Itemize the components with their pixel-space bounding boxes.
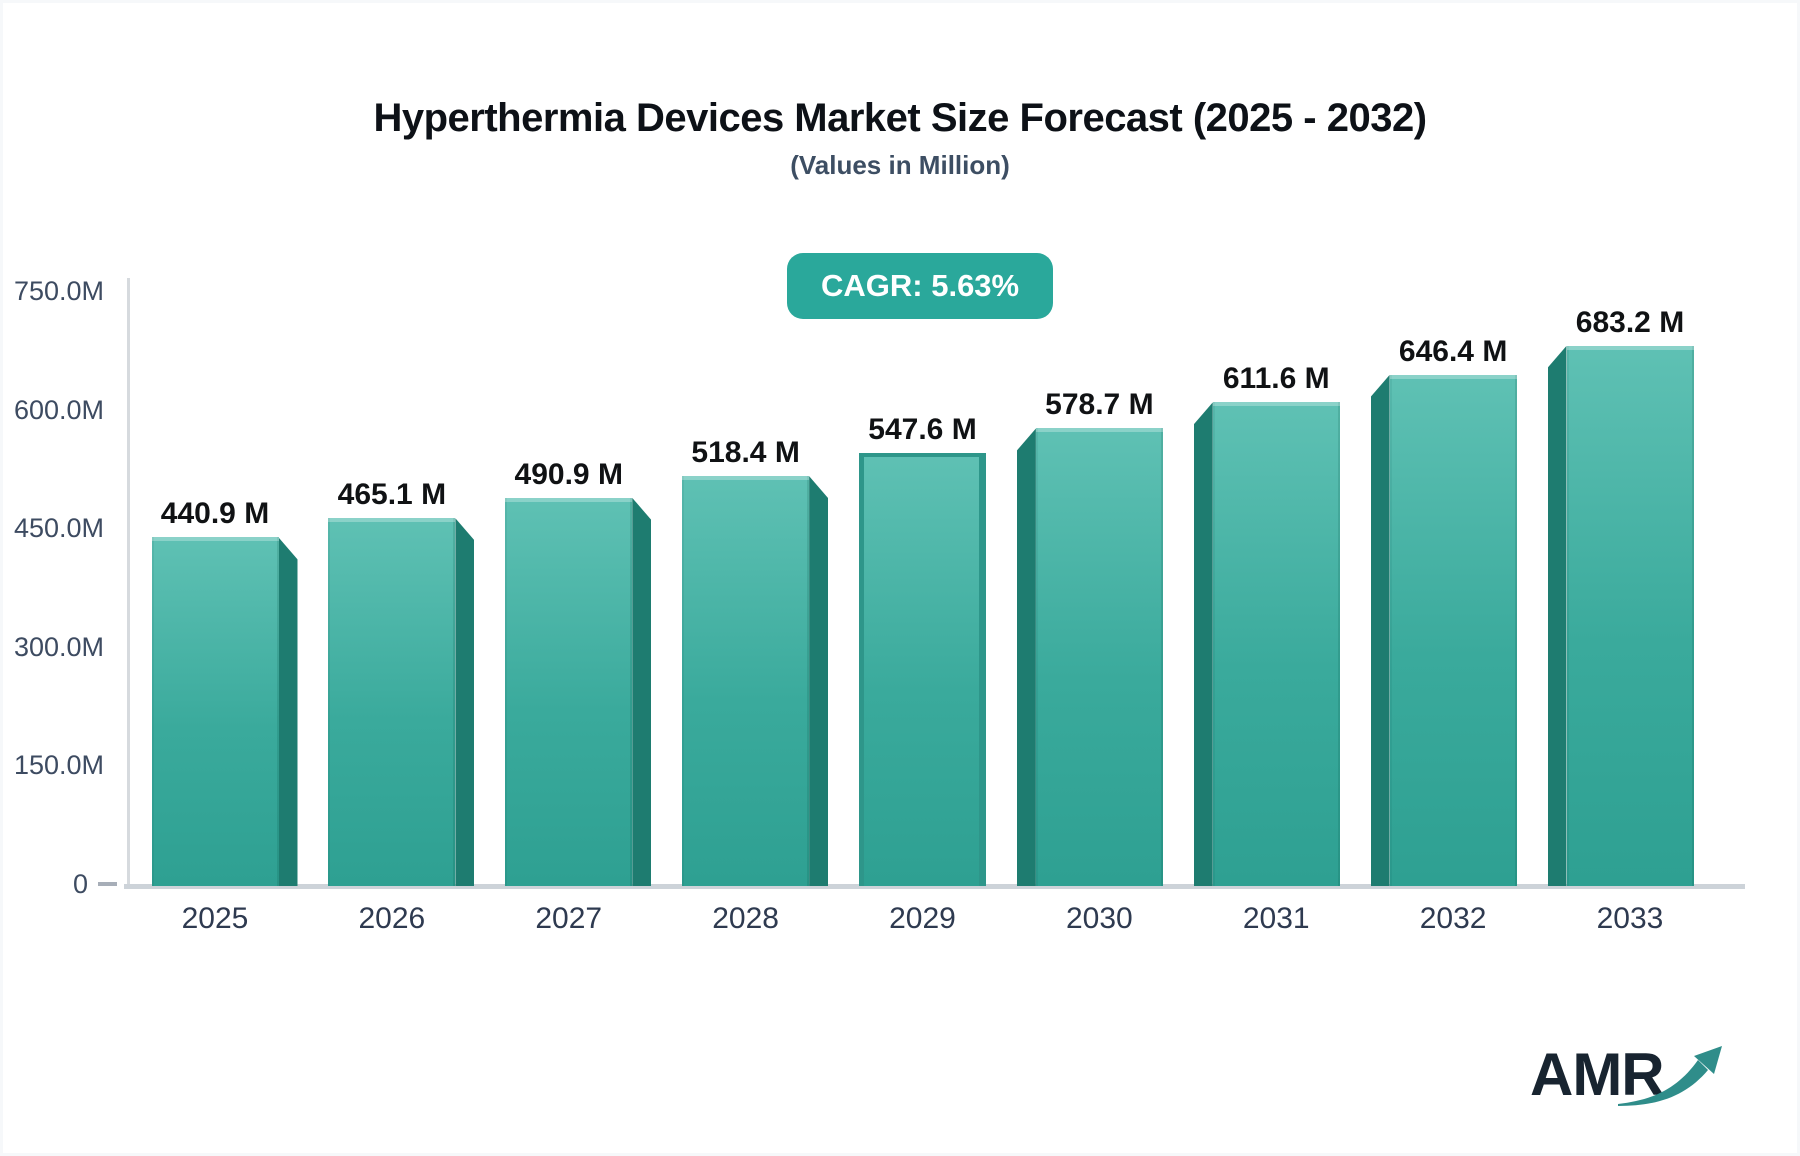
- bar-3d-side-2033: [1547, 345, 1567, 886]
- bar-2029: [859, 453, 986, 886]
- bar-value-label-2025: 440.9 M: [160, 497, 270, 531]
- x-axis-label-2033: 2033: [1596, 902, 1664, 935]
- x-axis-label-2028: 2028: [712, 902, 779, 935]
- bar-2032: [1389, 374, 1517, 886]
- bar-value-label-2027: 490.9 M: [514, 457, 623, 491]
- y-tick-label: 150.0M: [13, 750, 104, 781]
- bar-value-label-2032: 646.4 M: [1398, 334, 1508, 368]
- y-tick-label: 450.0M: [13, 513, 104, 544]
- bar-value-label-2031: 611.6 M: [1222, 362, 1330, 396]
- amr-logo-text: AMR: [1530, 1041, 1665, 1108]
- bar-2028: [682, 476, 810, 886]
- bar-3d-side-2025: [278, 537, 298, 886]
- x-axis-label-2025: 2025: [181, 902, 249, 935]
- y-tick-label: 0: [72, 869, 88, 899]
- bar-3d-side-2032: [1370, 374, 1390, 886]
- bar-2030: [1035, 428, 1163, 886]
- bar-value-label-2029: 547.6 M: [868, 413, 977, 447]
- chart-subtitle: (Values in Million): [790, 150, 1010, 180]
- y-tick-label: 750.0M: [13, 276, 104, 306]
- bar-value-label-2026: 465.1 M: [337, 478, 447, 512]
- x-axis-baseline: [124, 884, 1745, 889]
- bar-3d-side-2031: [1193, 402, 1213, 886]
- logo-arrow-icon: [1618, 1046, 1722, 1106]
- bar-2027: [505, 497, 633, 886]
- y-tick-label: 300.0M: [13, 631, 104, 662]
- amr-logo: AMR: [1530, 1040, 1730, 1120]
- bar-2033: [1566, 345, 1694, 886]
- bar-2026: [328, 518, 456, 886]
- x-axis-label-2029: 2029: [889, 902, 956, 935]
- zero-tick-mark: [98, 882, 117, 886]
- x-axis-label-2031: 2031: [1242, 902, 1310, 935]
- y-axis-line: [127, 278, 130, 889]
- x-axis-label-2026: 2026: [358, 902, 426, 935]
- bar-3d-side-2028: [809, 476, 829, 886]
- cagr-badge: CAGR: 5.63%: [787, 253, 1054, 319]
- bar-3d-side-2030: [1016, 428, 1036, 886]
- chart-title: Hyperthermia Devices Market Size Forecas…: [373, 96, 1427, 140]
- bar-value-label-2033: 683.2 M: [1575, 305, 1685, 339]
- x-axis-label-2032: 2032: [1419, 902, 1487, 935]
- x-axis-label-2030: 2030: [1066, 902, 1133, 935]
- bar-2025: [151, 537, 279, 886]
- bar-3d-side-2027: [632, 497, 652, 886]
- y-tick-label: 600.0M: [13, 394, 104, 425]
- bar-3d-side-2026: [455, 518, 475, 886]
- bar-2031: [1212, 402, 1340, 886]
- bar-value-label-2028: 518.4 M: [691, 436, 800, 470]
- x-axis-label-2027: 2027: [535, 902, 603, 935]
- bar-value-label-2030: 578.7 M: [1045, 388, 1154, 422]
